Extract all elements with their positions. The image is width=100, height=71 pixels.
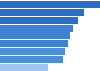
Bar — [0, 48, 65, 55]
Bar — [0, 25, 73, 32]
Bar — [0, 40, 68, 47]
Bar — [0, 32, 70, 39]
Bar — [0, 9, 84, 16]
Bar — [0, 56, 63, 63]
Bar — [0, 1, 100, 8]
Bar — [0, 64, 48, 71]
Bar — [0, 17, 78, 24]
